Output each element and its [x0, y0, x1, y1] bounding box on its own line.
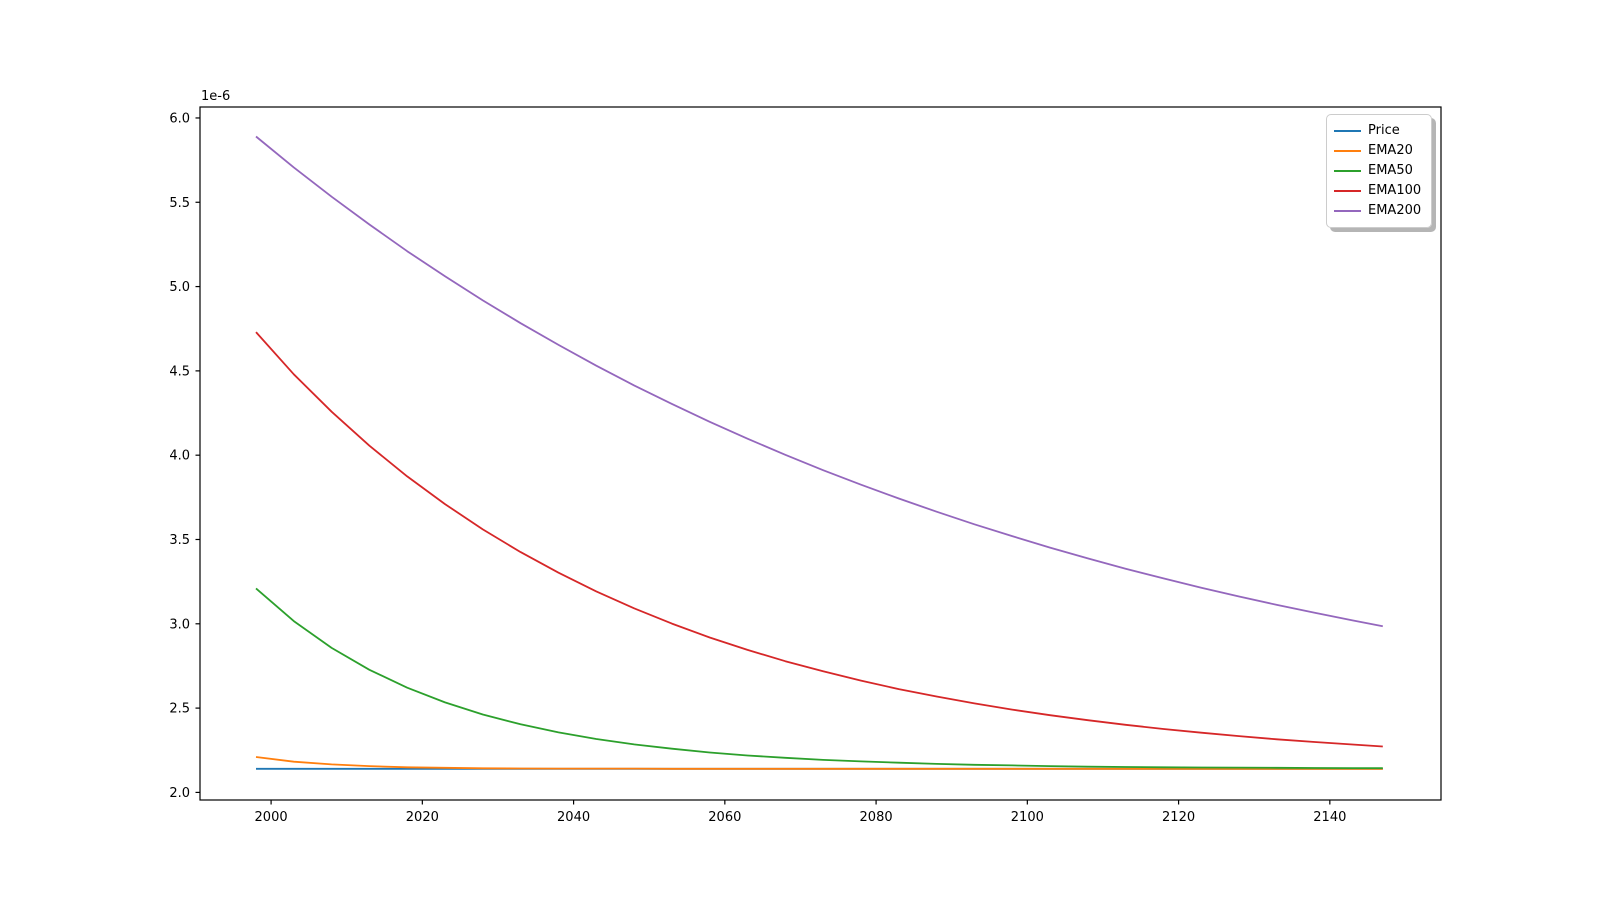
ema20-line: [255, 756, 1383, 770]
x-tick-label: 2100: [1011, 810, 1044, 825]
legend-label: EMA20: [1368, 143, 1413, 158]
legend-item-ema50: EMA50: [1334, 161, 1423, 181]
x-tick-label: 2120: [1162, 810, 1195, 825]
legend-label: EMA200: [1368, 203, 1422, 218]
x-tick-label: 2140: [1313, 810, 1346, 825]
x-tick-label: 2040: [557, 810, 590, 825]
legend-label: EMA100: [1368, 183, 1422, 198]
y-axis-offset-label: 1e-6: [201, 89, 231, 104]
plot-lines: [255, 135, 1383, 770]
legend-line-sample: [1334, 190, 1361, 192]
legend-line-sample: [1334, 170, 1361, 172]
legend-item-price: Price: [1334, 121, 1423, 141]
y-tick-label: 5.5: [169, 196, 190, 211]
x-tick-label: 2000: [255, 810, 288, 825]
legend-line-sample: [1334, 210, 1361, 212]
axis-ticks: 2000 2020 2040 2060 2080 2100 2120 2140 2.0 2.5 3.…: [169, 111, 1346, 825]
legend-item-ema20: EMA20: [1334, 141, 1423, 161]
x-tick-label: 2060: [708, 810, 741, 825]
y-tick-label: 5.0: [169, 280, 190, 295]
y-tick-label: 2.0: [169, 786, 190, 801]
legend-item-ema100: EMA100: [1334, 181, 1423, 201]
x-tick-label: 2020: [406, 810, 439, 825]
y-tick-label: 6.0: [169, 111, 190, 126]
legend-line-sample: [1334, 130, 1361, 132]
ema50-line: [255, 587, 1383, 769]
legend-item-ema200: EMA200: [1334, 201, 1423, 221]
ema200-line: [255, 135, 1383, 628]
legend-label: EMA50: [1368, 163, 1413, 178]
y-tick-label: 2.5: [169, 702, 190, 717]
legend: Price EMA20 EMA50 EMA100 EMA200: [1326, 114, 1432, 228]
legend-line-sample: [1334, 150, 1361, 152]
legend-label: Price: [1368, 123, 1400, 138]
y-tick-label: 3.0: [169, 617, 190, 632]
axes-spines: [199, 106, 1442, 801]
y-tick-label: 4.0: [169, 449, 190, 464]
ema100-line: [255, 331, 1383, 748]
y-tick-label: 4.5: [169, 364, 190, 379]
y-tick-label: 3.5: [169, 533, 190, 548]
x-tick-label: 2080: [860, 810, 893, 825]
